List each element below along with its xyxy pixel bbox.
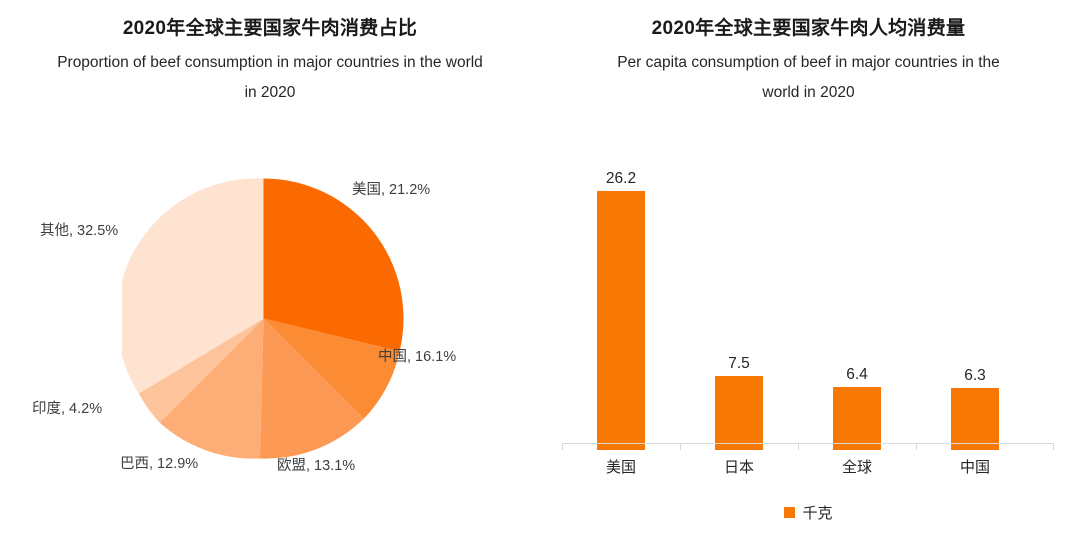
bar-column-3[interactable]: 6.3 — [916, 130, 1034, 450]
pie-label-br: 巴西, 12.9% — [120, 456, 199, 472]
axis-tick-1 — [680, 443, 681, 450]
axis-tick-4 — [1053, 443, 1054, 450]
pie-label-eu: 欧盟, 13.1% — [277, 458, 356, 474]
legend-label-kilogram: 千克 — [802, 505, 833, 522]
bar-column-2[interactable]: 6.4 — [798, 130, 916, 450]
pie-slice-other[interactable] — [122, 178, 264, 394]
pie-chart-panel: 2020年全球主要国家牛肉消费占比 Proportion of beef con… — [32, 18, 483, 474]
bar-chart-panel: 2020年全球主要国家牛肉人均消费量 Per capita consumptio… — [540, 0, 1077, 539]
pie-slice-in[interactable] — [138, 318, 264, 423]
bar-rect-0[interactable] — [597, 191, 645, 450]
bar-column-0[interactable]: 26.2 — [562, 130, 680, 450]
bar-rect-1[interactable] — [715, 376, 763, 450]
pie-slice-eu[interactable] — [259, 318, 364, 459]
pie-label-in: 印度, 4.2% — [32, 401, 103, 417]
bar-chart-subtitle: Per capita consumption of beef in major … — [617, 54, 1000, 101]
pie-slice-br[interactable] — [159, 318, 264, 459]
bar-category-0: 美国 — [605, 459, 636, 476]
pie-slice-cn[interactable] — [263, 318, 400, 419]
axis-tick-3 — [916, 443, 917, 450]
bar-chart-title: 2020年全球主要国家牛肉人均消费量 — [651, 18, 966, 39]
bar-plot-area: 26.2 7.5 6.4 6.3 — [562, 130, 1054, 450]
pie-slice-us[interactable] — [263, 178, 404, 352]
bar-value-0: 26.2 — [605, 170, 637, 187]
pie-label-other: 其他, 32.5% — [40, 223, 119, 239]
axis-tick-0 — [562, 443, 563, 450]
bar-rect-2[interactable] — [833, 387, 881, 450]
bar-value-3: 6.3 — [964, 367, 986, 384]
bar-value-1: 7.5 — [728, 355, 750, 372]
pie-label-cn: 中国, 16.1% — [378, 349, 457, 365]
axis-tick-2 — [798, 443, 799, 450]
bar-rect-3[interactable] — [951, 388, 999, 450]
bar-x-axis-line — [562, 443, 1054, 444]
pie-chart-subtitle: Proportion of beef consumption in major … — [57, 54, 483, 101]
bar-value-2: 6.4 — [846, 366, 868, 383]
bar-category-2: 全球 — [841, 459, 872, 476]
pie-label-us: 美国, 21.2% — [352, 182, 431, 198]
legend-color-swatch-icon — [784, 507, 796, 518]
bar-chart-legend: 千克 — [540, 502, 1077, 523]
bar-category-3: 中国 — [959, 459, 990, 476]
pie-chart-graphic — [122, 178, 404, 459]
bar-category-1: 日本 — [723, 459, 754, 476]
bar-column-1[interactable]: 7.5 — [680, 130, 798, 450]
pie-chart-title: 2020年全球主要国家牛肉消费占比 — [122, 18, 418, 39]
